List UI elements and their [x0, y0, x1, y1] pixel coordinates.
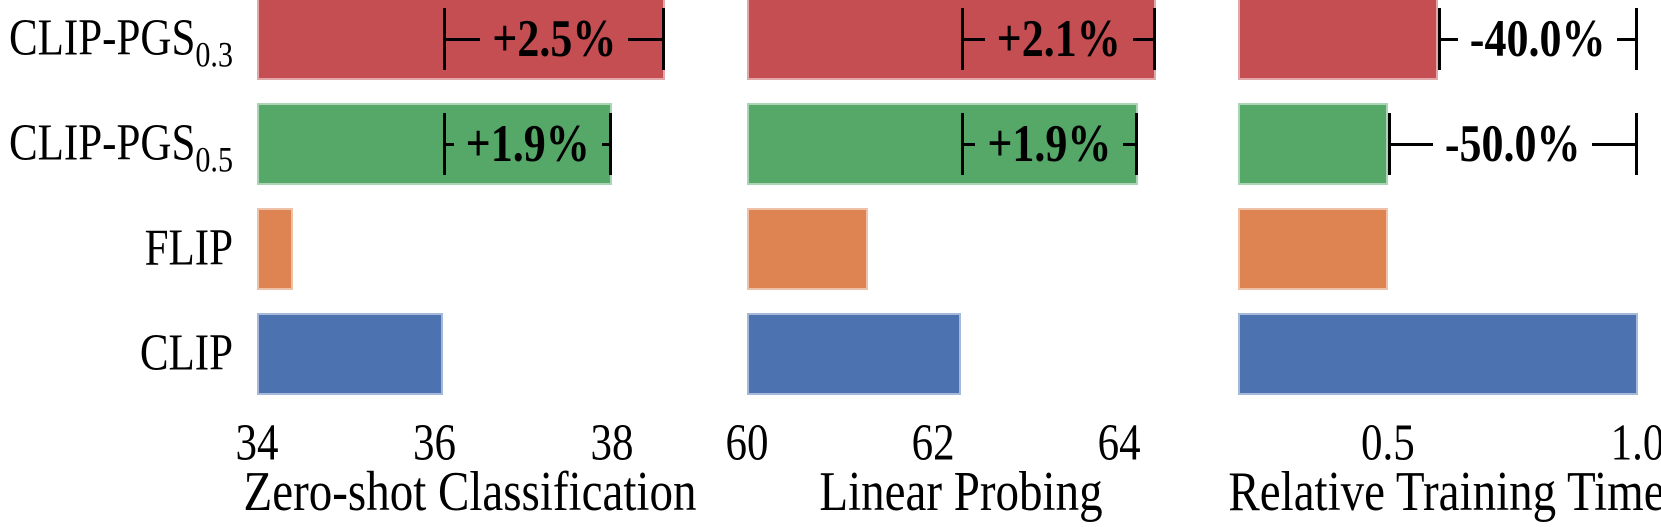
bracket-cap-left — [961, 8, 964, 70]
x-axis-title: Relative Training Time — [1228, 462, 1661, 522]
bar-clip — [747, 313, 961, 395]
annotation-bracket: -50.0% — [1387, 113, 1638, 175]
annotation-bracket: +2.5% — [443, 8, 666, 70]
bracket-cap-left — [961, 113, 964, 175]
category-label-subscript: 0.3 — [195, 33, 233, 75]
bracket-cap-left — [443, 113, 447, 175]
x-tick-label-text: 60 — [725, 415, 769, 472]
bracket-line — [964, 142, 976, 146]
annotation-label: +1.9% — [975, 117, 1123, 170]
x-tick-label-text: 0.5 — [1360, 415, 1415, 472]
bar-flip — [257, 208, 293, 290]
category-label-text: CLIP — [140, 319, 233, 389]
x-axis-title: Zero-shot Classification — [244, 462, 697, 522]
x-axis-title-text: Linear Probing — [819, 460, 1103, 524]
x-tick-label: 34 — [187, 418, 327, 470]
annotation-label: -50.0% — [1433, 117, 1593, 170]
bracket-cap-right — [1134, 113, 1138, 175]
bracket-line — [1592, 142, 1635, 146]
bracket-line — [446, 37, 481, 41]
annotation-label-text: +1.9% — [987, 114, 1112, 173]
x-tick-label: 1.0 — [1568, 418, 1661, 470]
bracket-cap-left — [443, 8, 447, 70]
category-label-subscript: 0.5 — [195, 138, 233, 180]
bracket-cap-right — [662, 8, 666, 70]
category-label-base: CLIP-PGS — [8, 9, 196, 67]
bracket-line — [1390, 142, 1433, 146]
bar-clip-pgs-0-5 — [1238, 103, 1388, 185]
x-tick-label-text: 38 — [590, 415, 634, 472]
panel-relative-training-time: -40.0% -50.0% 0.5 1.0 Relative Training Time — [1228, 0, 1661, 527]
panel-zero-shot-classification: +2.5% +1.9% 34 36 38 Zero-shot Classification — [236, 0, 696, 527]
x-axis-title-text: Relative Training Time — [1228, 460, 1661, 524]
bracket-cap-right — [1153, 8, 1157, 70]
bracket-cap-left — [1437, 8, 1441, 70]
bar-clip — [257, 313, 444, 395]
x-axis-title-text: Zero-shot Classification — [243, 460, 697, 524]
bar-clip — [1238, 313, 1638, 395]
annotation-bracket: +1.9% — [443, 113, 613, 175]
annotation-label-text: -40.0% — [1469, 8, 1606, 68]
x-tick-label-text: 64 — [1097, 415, 1141, 472]
panel-linear-probing: +2.1% +1.9% 60 62 64 Linear Probing — [726, 0, 1175, 527]
category-label-base: CLIP — [139, 325, 233, 382]
annotation-label: +2.1% — [985, 12, 1133, 65]
annotation-label: +2.5% — [480, 12, 628, 65]
x-tick-label-text: 1.0 — [1610, 415, 1661, 472]
category-label-base: FLIP — [144, 220, 233, 277]
annotation-label-text: +1.9% — [465, 114, 590, 173]
bracket-cap-right — [1634, 8, 1638, 70]
annotation-label-text: +2.1% — [996, 8, 1121, 68]
bracket-line — [446, 142, 454, 146]
category-label-text: CLIP-PGS0.5 — [9, 109, 233, 182]
category-label-clip: CLIP — [0, 325, 233, 383]
bar-clip-pgs-0-3 — [747, 0, 1157, 80]
x-tick-label-text: 36 — [413, 415, 456, 472]
bar-clip-pgs-0-5 — [257, 103, 612, 185]
bar-clip-pgs-0-3 — [1238, 0, 1438, 80]
bracket-line — [1123, 142, 1135, 146]
bracket-cap-right — [1634, 113, 1638, 175]
bracket-cap-left — [1387, 113, 1391, 175]
annotation-label-text: +2.5% — [492, 8, 617, 68]
bracket-line — [1440, 37, 1458, 41]
annotation-label: -40.0% — [1458, 12, 1618, 65]
category-label-clip-pgs-0-3: CLIP-PGS0.3 — [0, 10, 233, 75]
category-label-clip-pgs-0-5: CLIP-PGS0.5 — [0, 115, 233, 180]
x-tick-label-text: 62 — [911, 415, 955, 472]
bar-clip-pgs-0-5 — [747, 103, 1138, 185]
x-axis-title: Linear Probing — [819, 462, 1102, 522]
annotation-bracket: +2.1% — [961, 8, 1157, 70]
bracket-line — [1617, 37, 1635, 41]
x-tick-label-text: 34 — [235, 415, 279, 472]
x-tick-label: 36 — [365, 418, 505, 470]
x-tick-label: 60 — [677, 418, 817, 470]
bracket-cap-right — [609, 113, 613, 175]
x-tick-label: 64 — [1049, 418, 1189, 470]
x-tick-label: 0.5 — [1318, 418, 1458, 470]
bracket-line — [1132, 37, 1154, 41]
bracket-line — [601, 142, 610, 146]
annotation-label: +1.9% — [454, 117, 602, 170]
bracket-line — [964, 37, 985, 41]
category-label-flip: FLIP — [0, 220, 233, 278]
x-tick-label: 38 — [542, 418, 682, 470]
bar-flip — [747, 208, 868, 290]
category-label-base: CLIP-PGS — [8, 114, 196, 172]
annotation-label-text: -50.0% — [1444, 114, 1581, 173]
x-tick-label: 62 — [863, 418, 1003, 470]
annotation-bracket: +1.9% — [961, 113, 1138, 175]
category-label-text: FLIP — [145, 214, 233, 284]
category-label-text: CLIP-PGS0.3 — [9, 4, 233, 77]
bar-flip — [1238, 208, 1388, 290]
bracket-line — [628, 37, 663, 41]
annotation-bracket: -40.0% — [1437, 8, 1638, 70]
